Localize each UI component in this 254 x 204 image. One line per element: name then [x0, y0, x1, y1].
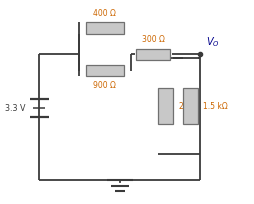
Text: 3.3 V: 3.3 V	[5, 104, 25, 113]
FancyBboxPatch shape	[183, 88, 198, 124]
FancyBboxPatch shape	[86, 22, 124, 34]
FancyBboxPatch shape	[136, 49, 170, 60]
Text: 1.5 kΩ: 1.5 kΩ	[203, 102, 228, 111]
Text: 300 Ω: 300 Ω	[142, 35, 165, 44]
FancyBboxPatch shape	[86, 65, 124, 76]
Text: 400 Ω: 400 Ω	[93, 9, 116, 18]
FancyBboxPatch shape	[158, 88, 173, 124]
Text: $V_O$: $V_O$	[206, 35, 220, 49]
Text: 2 kΩ: 2 kΩ	[179, 102, 196, 111]
Text: 900 Ω: 900 Ω	[93, 81, 116, 90]
